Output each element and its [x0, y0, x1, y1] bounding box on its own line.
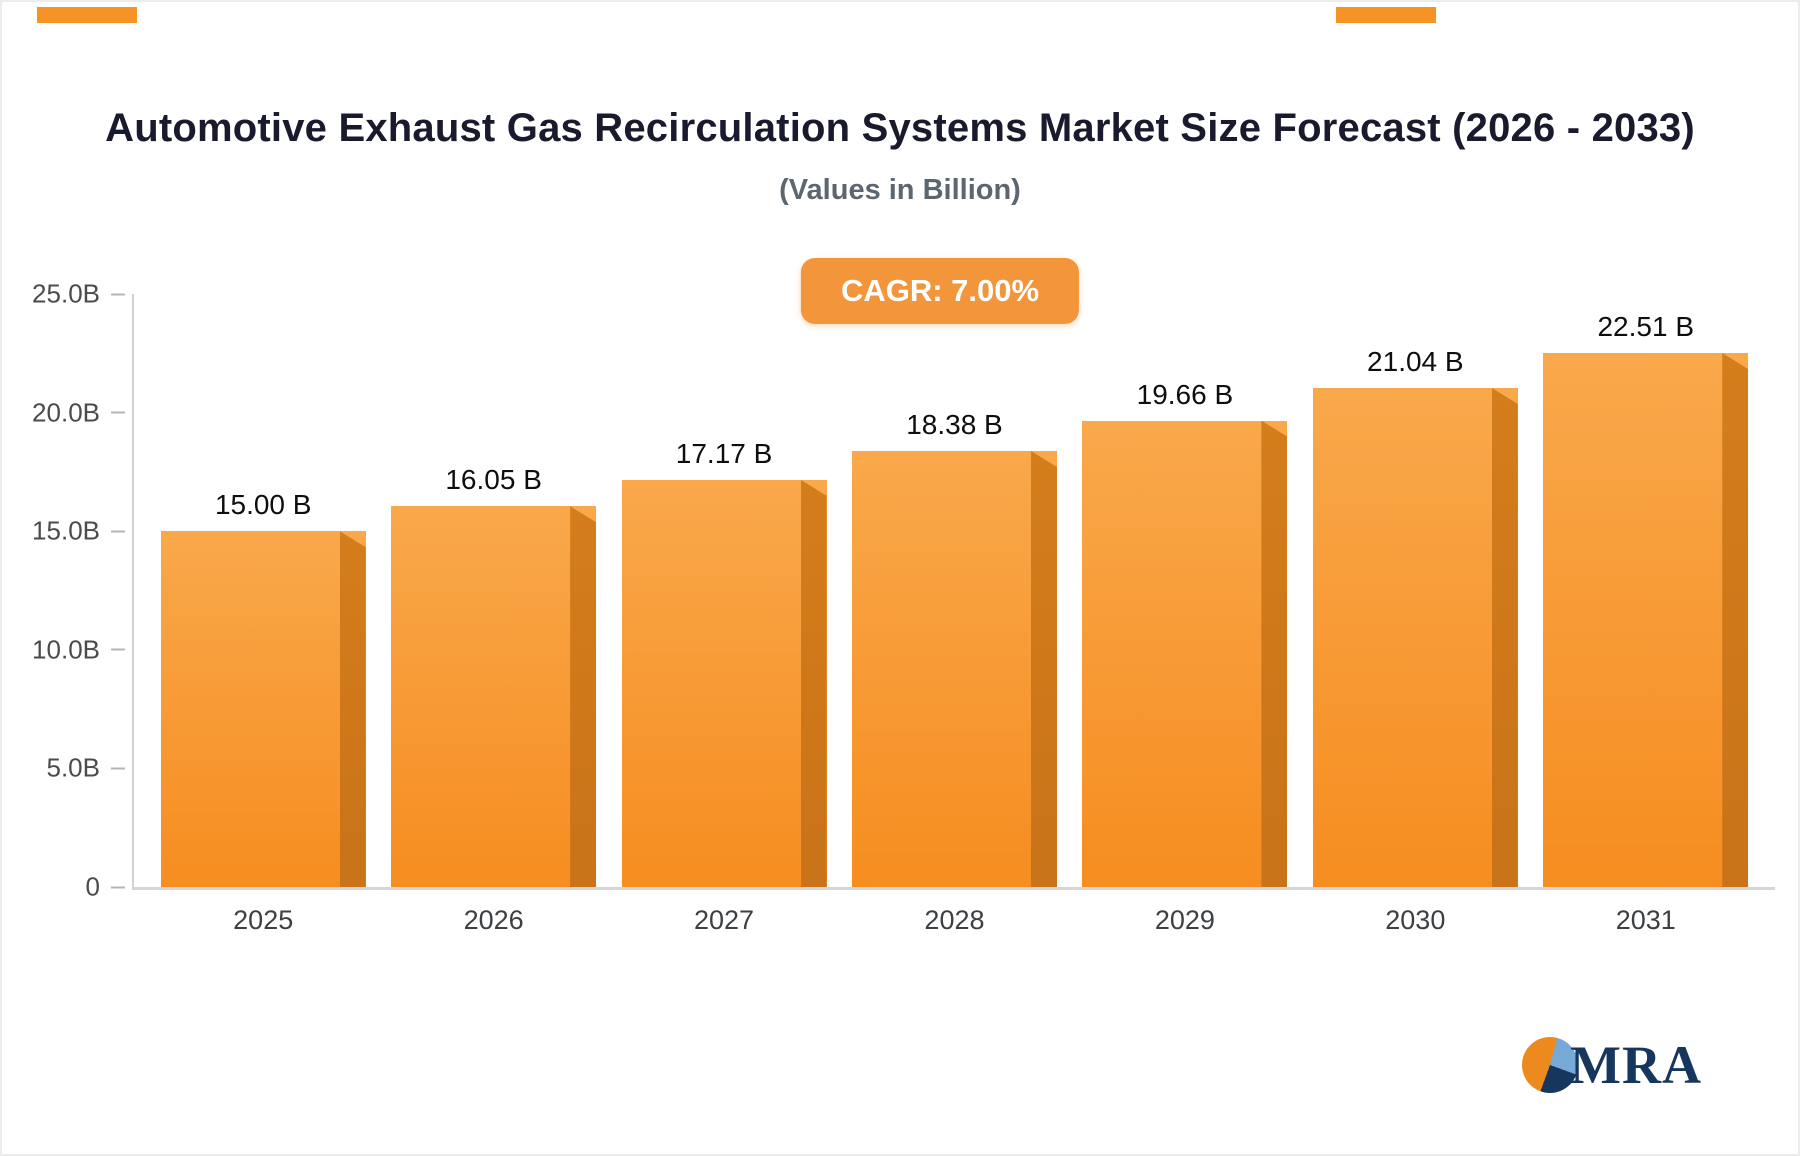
y-tick-label: 5.0B	[46, 752, 101, 783]
tick-mark	[111, 648, 125, 651]
x-axis-label-2029: 2029	[1154, 905, 1215, 935]
x-axis-label-2028: 2028	[924, 905, 985, 935]
bar-value-label: 16.05 B	[445, 464, 542, 496]
bar-group-2025: 15.00 B 2025	[148, 294, 378, 935]
bar-2030[interactable]	[1312, 387, 1518, 887]
brand-logo-text: MRA	[1570, 1035, 1702, 1095]
bar-group-2026: 16.05 B 2026	[378, 294, 608, 935]
tick-mark	[111, 767, 125, 770]
bar-value-label: 17.17 B	[675, 437, 773, 469]
x-axis-label-2027: 2027	[694, 905, 755, 935]
x-axis-label-2031: 2031	[1615, 905, 1676, 935]
y-tick-label: 0	[85, 871, 100, 902]
bar-group-2030: 21.04 B 2030	[1300, 294, 1530, 935]
x-axis-label-2025: 2025	[233, 905, 294, 935]
bar-2025[interactable]	[160, 531, 366, 887]
bar-value-label: 19.66 B	[1136, 378, 1234, 410]
bar-group-2028: 18.38 B 2028	[839, 294, 1069, 935]
y-tick-0: 0	[30, 872, 134, 903]
tick-mark	[111, 886, 125, 888]
y-tick-label: 10.0B	[32, 634, 100, 665]
cagr-badge: CAGR: 7.00%	[800, 258, 1080, 324]
chart-title: Automotive Exhaust Gas Recirculation Sys…	[105, 106, 1695, 150]
bars-container: 15.00 B 2025 16.05 B 2026 17.17 B 2027 1…	[134, 294, 1775, 935]
bar-value-label: 15.00 B	[214, 489, 312, 521]
bar-2026[interactable]	[391, 506, 597, 887]
brand-logo: MRA	[1522, 1034, 1702, 1096]
top-ribbon-right	[1336, 7, 1436, 23]
tick-mark	[111, 411, 125, 414]
bar-2027[interactable]	[621, 479, 827, 887]
bar-2028[interactable]	[851, 451, 1057, 887]
bar-2029[interactable]	[1082, 420, 1288, 887]
chart-subtitle: (Values in Billion)	[779, 174, 1021, 206]
y-tick-20: 20.0B	[30, 397, 134, 428]
tick-mark	[111, 530, 125, 533]
x-axis-label-2030: 2030	[1385, 905, 1446, 935]
y-tick-label: 25.0B	[32, 278, 100, 309]
pie-chart-icon	[1522, 1037, 1579, 1093]
bar-value-label: 22.51 B	[1597, 311, 1694, 343]
y-tick-25: 25.0B	[30, 279, 134, 310]
x-axis-label-2026: 2026	[463, 905, 524, 935]
bar-group-2027: 17.17 B 2027	[609, 294, 839, 935]
y-tick-label: 20.0B	[32, 397, 100, 428]
y-tick-5: 5.0B	[30, 753, 134, 784]
y-tick-15: 15.0B	[30, 516, 134, 547]
bar-value-label: 18.38 B	[906, 409, 1003, 441]
plot-area: 25.0B 20.0B 15.0B 10.0B 5.0B 0 15.00 B 2…	[32, 279, 1775, 935]
bar-group-2031: 22.51 B 2031	[1531, 294, 1761, 935]
bar-value-label: 21.04 B	[1367, 345, 1464, 377]
bar-2031[interactable]	[1543, 353, 1749, 887]
tick-mark	[111, 293, 125, 295]
y-tick-label: 15.0B	[32, 515, 100, 546]
top-ribbon-left	[37, 7, 137, 23]
y-tick-10: 10.0B	[30, 634, 134, 665]
bar-group-2029: 19.66 B 2029	[1070, 294, 1300, 935]
